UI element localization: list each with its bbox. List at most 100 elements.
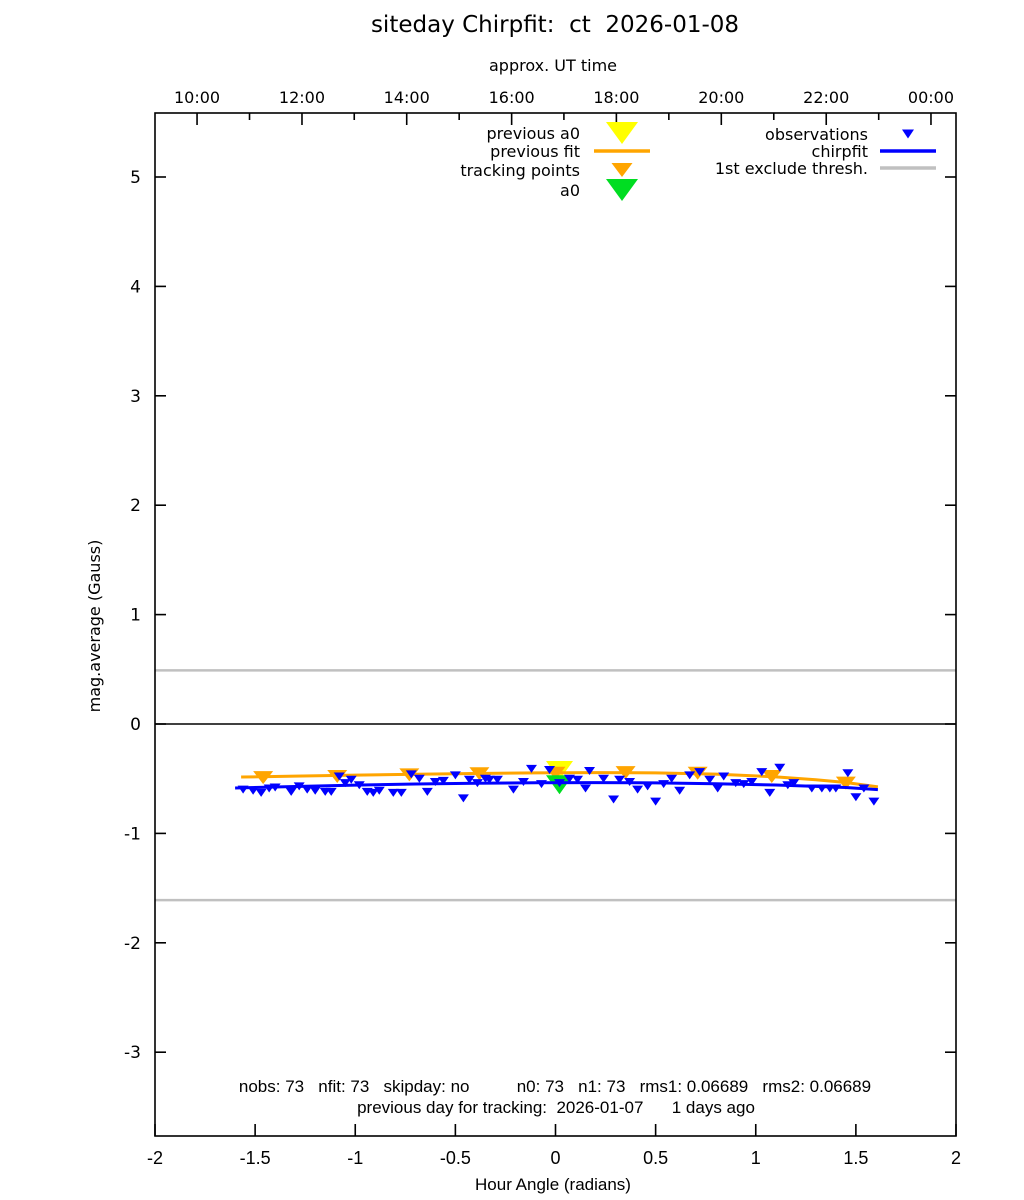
observations-marker [624, 777, 636, 786]
x2-tick-label: 12:00 [279, 88, 325, 107]
tracking_points-marker [761, 770, 782, 784]
y-tick-label: -1 [124, 824, 141, 844]
observations-marker [309, 786, 321, 795]
observations-marker [463, 775, 475, 784]
x2-tick-label: 20:00 [698, 88, 744, 107]
observations-marker [367, 788, 379, 797]
x2-axis-title: approx. UT time [489, 56, 617, 75]
observations-marker [564, 774, 576, 783]
observations-marker [543, 765, 555, 774]
observations-marker [850, 793, 862, 802]
observations-marker [421, 787, 433, 796]
legend-label: chirpfit [812, 142, 868, 161]
observations-marker [684, 771, 696, 780]
observations-marker [830, 784, 842, 793]
observations-marker [666, 774, 678, 783]
observations-marker [738, 780, 750, 789]
x-tick-label: 1 [751, 1148, 761, 1168]
observations-marker [373, 786, 385, 795]
observations-marker [325, 787, 337, 796]
observations-marker [554, 779, 566, 788]
observations-marker [471, 779, 483, 788]
tracking_points-marker [253, 771, 274, 785]
x2-tick-label: 16:00 [489, 88, 535, 107]
observations-marker [483, 775, 495, 784]
observations-marker [333, 772, 345, 781]
observations-marker [525, 764, 537, 773]
x2-tick-label: 00:00 [908, 88, 954, 107]
observations-marker [405, 770, 417, 779]
observations-marker [457, 794, 469, 803]
observations-marker [756, 768, 768, 777]
x-tick-label: -1.5 [240, 1148, 271, 1168]
observations-marker [301, 785, 313, 794]
axes-and-ticks: -2 -1.5 -1 -0.5 0 0.5 1 1.5 2 10:00 12:00 14:00 16:0… [124, 88, 961, 1168]
observations-marker [658, 780, 670, 789]
x-tick-label: 1.5 [843, 1148, 868, 1168]
legend-marker-swatch [606, 122, 638, 144]
observations-marker [449, 771, 461, 780]
observations-marker [642, 782, 654, 791]
y-tick-label: 1 [130, 606, 141, 626]
observations-marker [774, 763, 786, 772]
observations-marker [353, 781, 365, 790]
observations-marker [712, 784, 724, 793]
observations-marker [413, 774, 425, 783]
y-tick-label: 2 [130, 496, 141, 516]
observations-marker [632, 785, 644, 794]
legend-label: tracking points [460, 161, 580, 180]
x-tick-label: 0 [550, 1148, 560, 1168]
observations-marker [730, 779, 742, 788]
observations-marker [858, 784, 870, 793]
fit-stats-line1: nobs: 73 nfit: 73 skipday: no n0: 73 n1:… [239, 1077, 871, 1096]
observations-marker [437, 776, 449, 785]
observations-marker [614, 775, 626, 784]
observations-marker [598, 774, 610, 783]
observations-marker [650, 797, 662, 806]
observations-marker [429, 777, 441, 786]
observations-marker [572, 775, 584, 784]
observations-marker [345, 775, 357, 784]
observations-marker [517, 777, 529, 786]
observations-marker [387, 788, 399, 797]
legend-label: observations [765, 125, 868, 144]
observations-marker [782, 781, 794, 790]
x2-tick-label: 10:00 [174, 88, 220, 107]
exclude-threshold-lines [155, 669, 956, 902]
tracking_points-marker [469, 767, 490, 781]
y-tick-label: 0 [130, 715, 141, 735]
observations-marker [535, 780, 547, 789]
observations-marker [816, 784, 828, 793]
observations-marker [842, 769, 854, 778]
observations-marker [806, 784, 818, 793]
x2-tick-label: 18:00 [593, 88, 639, 107]
legend-marker-swatch [606, 179, 638, 201]
observations-marker [788, 779, 800, 788]
x2-tick-label: 22:00 [803, 88, 849, 107]
observations-marker [608, 795, 620, 804]
plot-title: siteday Chirpfit: ct 2026-01-08 [371, 12, 739, 38]
observations-marker [764, 788, 776, 797]
observations-marker [293, 782, 305, 791]
observations-marker [584, 767, 596, 776]
legend-marker-swatch [902, 129, 914, 139]
observations-marker [674, 786, 686, 795]
legend-label: previous a0 [487, 124, 580, 143]
plot-border [154, 112, 957, 1137]
data-series [235, 760, 880, 806]
observations-marker [580, 784, 592, 793]
observations-marker [704, 775, 716, 784]
previous_fit-line [241, 771, 879, 789]
x-axis-title: Hour Angle (radians) [475, 1175, 631, 1194]
x-tick-label: -0.5 [440, 1148, 471, 1168]
observations-marker [269, 783, 281, 792]
observations-marker [395, 788, 407, 797]
y-tick-label: -2 [124, 934, 141, 954]
observations-marker [718, 772, 730, 781]
x-tick-label: 2 [951, 1148, 961, 1168]
x2-tick-label: 14:00 [384, 88, 430, 107]
y-tick-label: 4 [130, 277, 141, 297]
observations-marker [507, 785, 519, 794]
